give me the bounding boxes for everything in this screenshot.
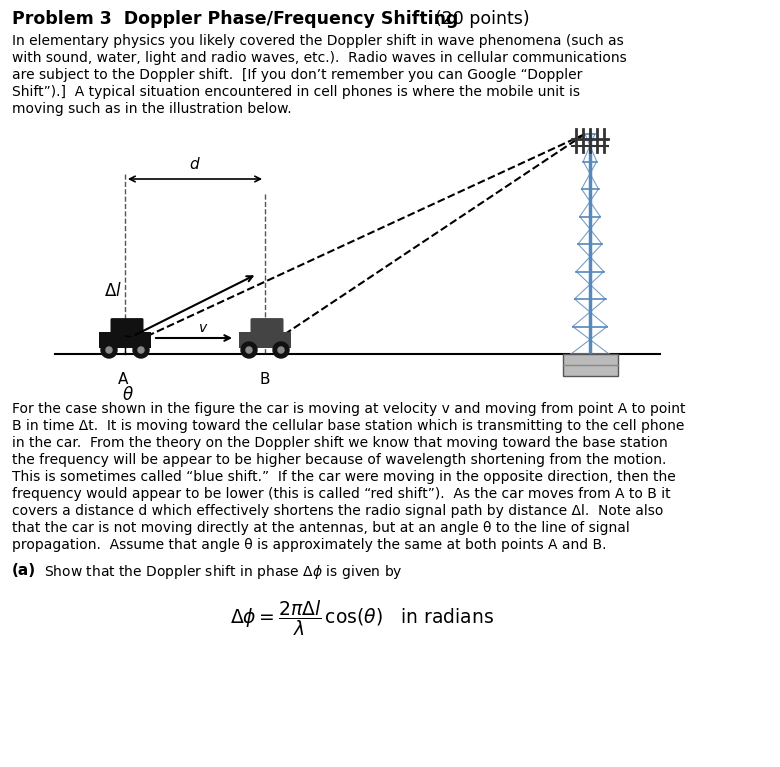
Text: Shift”).]  A typical situation encountered in cell phones is where the mobile un: Shift”).] A typical situation encountere…: [12, 85, 580, 99]
Text: For the case shown in the figure the car is moving at velocity v and moving from: For the case shown in the figure the car…: [12, 402, 686, 416]
Circle shape: [246, 347, 252, 353]
Text: Show that the Doppler shift in phase $\Delta\phi$ is given by: Show that the Doppler shift in phase $\D…: [44, 563, 402, 581]
Text: that the car is not moving directly at the antennas, but at an angle θ to the li: that the car is not moving directly at t…: [12, 521, 629, 535]
Circle shape: [133, 342, 149, 358]
Bar: [99, 331, 151, 347]
Text: $\Delta l$: $\Delta l$: [104, 282, 122, 300]
Text: in the car.  From the theory on the Doppler shift we know that moving toward the: in the car. From the theory on the Doppl…: [12, 436, 668, 450]
Bar: [562, 354, 618, 376]
FancyBboxPatch shape: [250, 318, 283, 334]
Text: (a): (a): [12, 563, 36, 578]
Text: $v$: $v$: [198, 321, 208, 335]
Text: This is sometimes called “blue shift.”  If the car were moving in the opposite d: This is sometimes called “blue shift.” I…: [12, 470, 675, 484]
Text: propagation.  Assume that angle θ is approximately the same at both points A and: propagation. Assume that angle θ is appr…: [12, 538, 607, 552]
Text: the frequency will be appear to be higher because of wavelength shortening from : the frequency will be appear to be highe…: [12, 453, 666, 467]
Circle shape: [278, 347, 284, 353]
Text: Problem 3  Doppler Phase/Frequency Shifting: Problem 3 Doppler Phase/Frequency Shifti…: [12, 10, 459, 28]
Circle shape: [101, 342, 117, 358]
Circle shape: [241, 342, 257, 358]
Text: A: A: [118, 372, 128, 387]
Text: (20 points): (20 points): [435, 10, 530, 28]
Text: with sound, water, light and radio waves, etc.).  Radio waves in cellular commun: with sound, water, light and radio waves…: [12, 51, 627, 65]
Text: $d$: $d$: [189, 156, 201, 172]
Text: In elementary physics you likely covered the Doppler shift in wave phenomena (su: In elementary physics you likely covered…: [12, 34, 624, 48]
Circle shape: [106, 347, 112, 353]
Text: moving such as in the illustration below.: moving such as in the illustration below…: [12, 102, 292, 116]
Bar: [239, 331, 291, 347]
Text: frequency would appear to be lower (this is called “red shift”).  As the car mov: frequency would appear to be lower (this…: [12, 487, 671, 501]
Circle shape: [138, 347, 144, 353]
Text: B in time Δt.  It is moving toward the cellular base station which is transmitti: B in time Δt. It is moving toward the ce…: [12, 419, 684, 433]
Text: $\Delta\phi = \dfrac{2\pi\Delta l}{\lambda}\,\mathrm{cos}(\theta)$   in radians: $\Delta\phi = \dfrac{2\pi\Delta l}{\lamb…: [230, 598, 494, 638]
Text: are subject to the Doppler shift.  [If you don’t remember you can Google “Dopple: are subject to the Doppler shift. [If yo…: [12, 68, 583, 82]
Text: $\theta$: $\theta$: [122, 386, 134, 404]
FancyBboxPatch shape: [111, 318, 144, 334]
Circle shape: [273, 342, 289, 358]
Text: covers a distance d which effectively shortens the radio signal path by distance: covers a distance d which effectively sh…: [12, 504, 663, 518]
Text: B: B: [260, 372, 270, 387]
